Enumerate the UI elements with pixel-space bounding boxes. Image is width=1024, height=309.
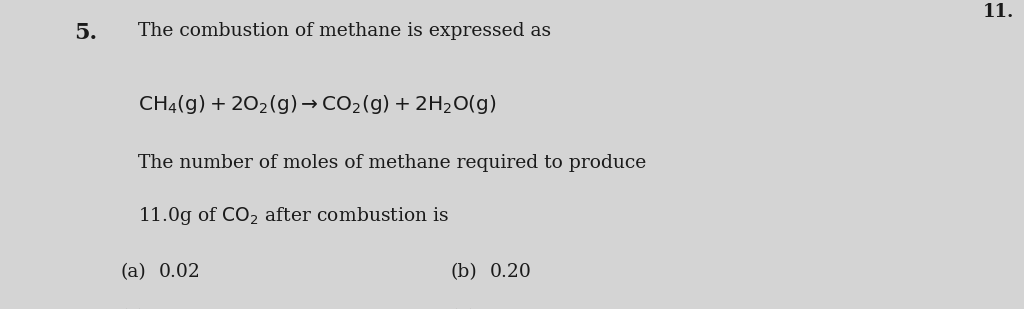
Text: 0.20: 0.20 (489, 263, 531, 281)
Text: (a): (a) (121, 263, 146, 281)
Text: The combustion of methane is expressed as: The combustion of methane is expressed a… (138, 22, 551, 40)
Text: 5.: 5. (74, 22, 97, 44)
Text: (b): (b) (451, 263, 477, 281)
Text: 11.0g of $\mathrm{CO_2}$ after combustion is: 11.0g of $\mathrm{CO_2}$ after combustio… (138, 205, 450, 227)
Text: $\mathrm{CH_4(g)+2O_2(g)\rightarrow CO_2(g)+2H_2O(g)}$: $\mathrm{CH_4(g)+2O_2(g)\rightarrow CO_2… (138, 93, 497, 116)
Text: 11.: 11. (982, 3, 1014, 21)
Text: 0.02: 0.02 (159, 263, 201, 281)
Text: The number of moles of methane required to produce: The number of moles of methane required … (138, 154, 646, 172)
